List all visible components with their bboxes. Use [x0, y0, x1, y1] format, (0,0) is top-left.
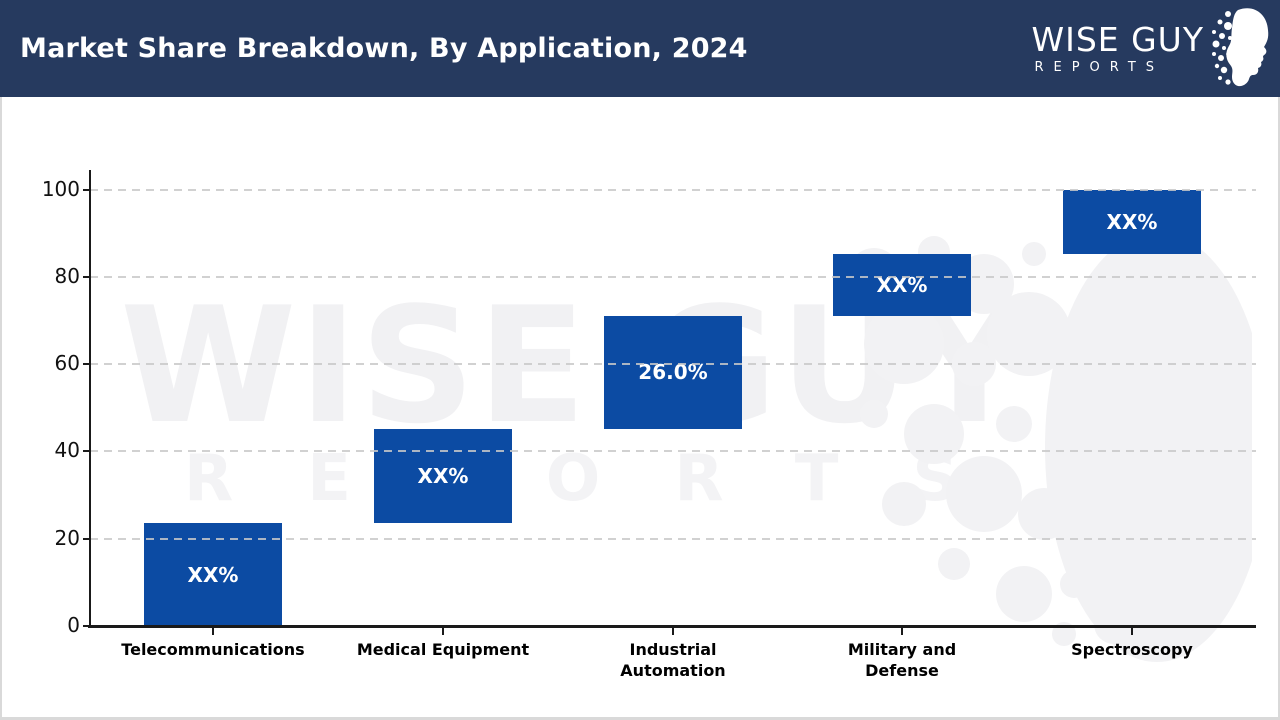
y-tick-mark-60 — [83, 363, 90, 366]
bar-value-label: XX% — [417, 464, 469, 489]
x-tick-mark-military-and-defense — [901, 628, 903, 635]
gridline-100 — [90, 188, 1256, 191]
y-tick-mark-20 — [83, 537, 90, 540]
chart-title: Market Share Breakdown, By Application, … — [20, 33, 748, 64]
x-category-label-industrial-automation: Industrial Automation — [620, 640, 726, 680]
x-axis-line — [88, 625, 1256, 628]
y-tick-mark-40 — [83, 450, 90, 453]
y-tick-mark-100 — [83, 188, 90, 191]
x-tick-mark-medical-equipment — [442, 628, 444, 635]
x-category-label-military-and-defense: Military and Defense — [847, 640, 957, 680]
plot-area: WISE GUY REPORTS 0 20 40 60 80 100 XX% Telecomm… — [0, 97, 1280, 720]
x-category-label-spectroscopy: Spectroscopy — [1071, 640, 1193, 659]
bar-military-and-defense: XX% — [833, 253, 971, 316]
y-tick-label-60: 60 — [54, 351, 80, 376]
gridline-40 — [90, 450, 1256, 453]
x-category-label-medical-equipment: Medical Equipment — [356, 640, 530, 659]
gridline-80 — [90, 275, 1256, 278]
y-tick-label-20: 20 — [54, 525, 80, 550]
y-tick-label-0: 0 — [67, 613, 80, 637]
gridline-20 — [90, 537, 1256, 540]
y-axis-line — [89, 170, 91, 627]
header-bar: Market Share Breakdown, By Application, … — [0, 0, 1280, 97]
bar-medical-equipment: XX% — [374, 429, 512, 524]
x-tick-mark-spectroscopy — [1131, 628, 1133, 635]
y-tick-mark-0 — [83, 625, 90, 627]
y-tick-label-80: 80 — [54, 263, 80, 288]
wise-guy-logo: WISE GUY REPORTS — [1031, 4, 1270, 94]
wise-guy-face-icon — [1208, 4, 1270, 94]
y-tick-label-40: 40 — [54, 438, 80, 463]
x-tick-mark-telecommunications — [212, 628, 214, 635]
x-tick-mark-industrial-automation — [672, 628, 674, 635]
logo-wise-guy-text: WISE GUY — [1031, 20, 1204, 59]
gridline-60 — [90, 363, 1256, 366]
bar-industrial-automation: 26.0% — [604, 315, 742, 430]
bar-telecommunications: XX% — [144, 523, 282, 626]
bar-spectroscopy: XX% — [1063, 189, 1201, 254]
y-tick-label-100: 100 — [41, 176, 80, 201]
y-tick-mark-80 — [83, 275, 90, 278]
bar-value-label: XX% — [1106, 209, 1158, 234]
logo-wordmark: WISE GUY REPORTS — [1031, 23, 1204, 75]
x-category-label-telecommunications: Telecommunications — [121, 640, 305, 659]
logo-reports-text: REPORTS — [1034, 60, 1165, 75]
bar-value-label: XX% — [187, 562, 239, 587]
watermark-reports-text: REPORTS — [184, 442, 1033, 516]
